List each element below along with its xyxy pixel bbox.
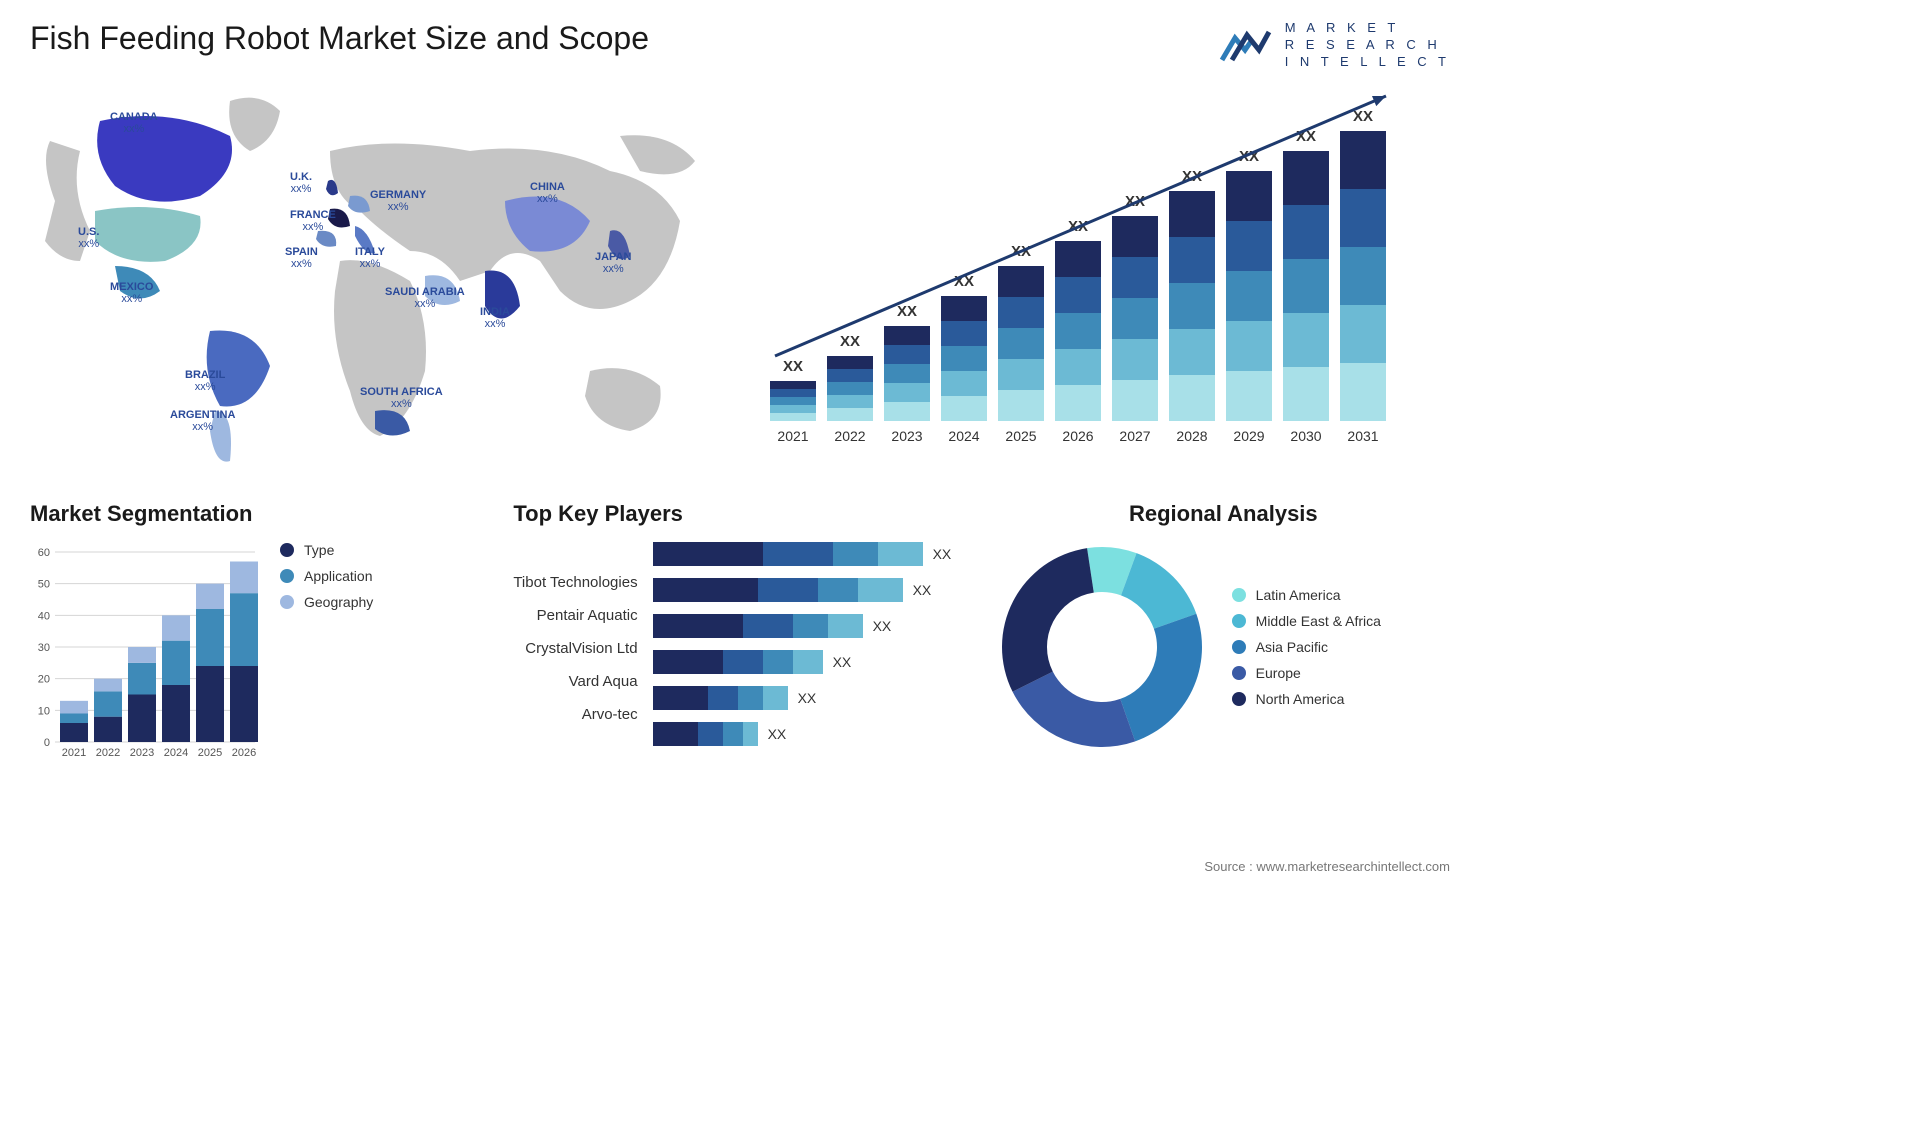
country-label: JAPANxx% (595, 251, 631, 275)
country-label: U.K.xx% (290, 171, 312, 195)
svg-text:2023: 2023 (891, 428, 922, 444)
svg-text:40: 40 (38, 610, 50, 622)
svg-text:2025: 2025 (198, 747, 222, 759)
logo-text-2: R E S E A R C H (1285, 37, 1450, 54)
segmentation-title: Market Segmentation (30, 501, 483, 527)
svg-text:2022: 2022 (96, 747, 120, 759)
growth-bar-chart: 2021XX2022XX2023XX2024XX2025XX2026XX2027… (750, 81, 1450, 461)
country-label: ITALYxx% (355, 246, 385, 270)
regional-title: Regional Analysis (997, 501, 1450, 527)
regional-donut (997, 542, 1207, 752)
svg-text:XX: XX (897, 303, 917, 320)
segmentation-chart: 0 10 20 30 40 50 60 2021 2022 2023 2024 2025 2026 (30, 542, 260, 762)
page-title: Fish Feeding Robot Market Size and Scope (30, 20, 649, 57)
country-label: ARGENTINAxx% (170, 409, 235, 433)
player-bar-row: XX (653, 650, 967, 674)
player-bars: XX XX XX XX XX XX (653, 542, 967, 746)
players-section: Top Key Players Tibot Technologies Pentai… (513, 501, 966, 762)
legend-item: Geography (280, 594, 373, 610)
legend-item: Europe (1232, 665, 1381, 681)
svg-text:2027: 2027 (1119, 428, 1150, 444)
country-label: SAUDI ARABIAxx% (385, 286, 465, 310)
svg-text:60: 60 (38, 547, 50, 559)
logo-text-3: I N T E L L E C T (1285, 54, 1450, 71)
svg-text:2030: 2030 (1290, 428, 1321, 444)
svg-text:2024: 2024 (164, 747, 188, 759)
svg-text:0: 0 (44, 737, 50, 749)
svg-text:2026: 2026 (1062, 428, 1093, 444)
world-map: CANADAxx% U.S.xx% MEXICOxx% BRAZILxx% ARGENT… (30, 81, 710, 481)
svg-text:10: 10 (38, 705, 50, 717)
regional-legend: Latin America Middle East & Africa Asia Pa… (1232, 587, 1381, 707)
player-bar-row: XX (653, 614, 967, 638)
logo-text-1: M A R K E T (1285, 20, 1450, 37)
legend-item: Type (280, 542, 373, 558)
svg-text:2025: 2025 (1005, 428, 1036, 444)
svg-text:20: 20 (38, 673, 50, 685)
svg-text:XX: XX (840, 333, 860, 350)
player-label: Vard Aqua (513, 673, 637, 690)
segmentation-legend: Type Application Geography (280, 542, 373, 610)
country-label: FRANCExx% (290, 209, 336, 233)
country-label: MEXICOxx% (110, 281, 153, 305)
logo-icon (1217, 20, 1277, 70)
svg-text:XX: XX (1353, 108, 1373, 125)
player-labels: Tibot Technologies Pentair Aquatic Crystal… (513, 542, 637, 723)
country-label: U.S.xx% (78, 226, 99, 250)
player-bar-row: XX (653, 686, 967, 710)
segmentation-section: Market Segmentation 0 10 20 30 40 50 60 2021 202… (30, 501, 483, 762)
svg-text:2023: 2023 (130, 747, 154, 759)
legend-item: Asia Pacific (1232, 639, 1381, 655)
legend-item: North America (1232, 691, 1381, 707)
svg-text:2024: 2024 (948, 428, 979, 444)
country-label: SOUTH AFRICAxx% (360, 386, 443, 410)
country-label: BRAZILxx% (185, 369, 225, 393)
legend-item: Latin America (1232, 587, 1381, 603)
players-title: Top Key Players (513, 501, 966, 527)
player-label: Arvo-tec (513, 706, 637, 723)
country-label: SPAINxx% (285, 246, 318, 270)
svg-text:2021: 2021 (777, 428, 808, 444)
player-bar-row: XX (653, 722, 967, 746)
svg-text:50: 50 (38, 578, 50, 590)
player-label: Tibot Technologies (513, 574, 637, 591)
svg-text:2028: 2028 (1176, 428, 1207, 444)
svg-text:2022: 2022 (834, 428, 865, 444)
country-label: INDIAxx% (480, 306, 510, 330)
country-label: CHINAxx% (530, 181, 565, 205)
player-bar-row: XX (653, 578, 967, 602)
legend-item: Application (280, 568, 373, 584)
country-label: CANADAxx% (110, 111, 158, 135)
svg-text:XX: XX (783, 358, 803, 375)
logo: M A R K E T R E S E A R C H I N T E L L … (1217, 20, 1450, 71)
country-label: GERMANYxx% (370, 189, 426, 213)
svg-text:30: 30 (38, 642, 50, 654)
legend-item: Middle East & Africa (1232, 613, 1381, 629)
player-label: Pentair Aquatic (513, 607, 637, 624)
player-label: CrystalVision Ltd (513, 640, 637, 657)
regional-section: Regional Analysis Latin America Middle Ea… (997, 501, 1450, 762)
source-text: Source : www.marketresearchintellect.com (1204, 859, 1450, 874)
svg-text:2029: 2029 (1233, 428, 1264, 444)
svg-text:2031: 2031 (1347, 428, 1378, 444)
player-bar-row: XX (653, 542, 967, 566)
svg-text:2026: 2026 (232, 747, 256, 759)
svg-text:2021: 2021 (62, 747, 86, 759)
